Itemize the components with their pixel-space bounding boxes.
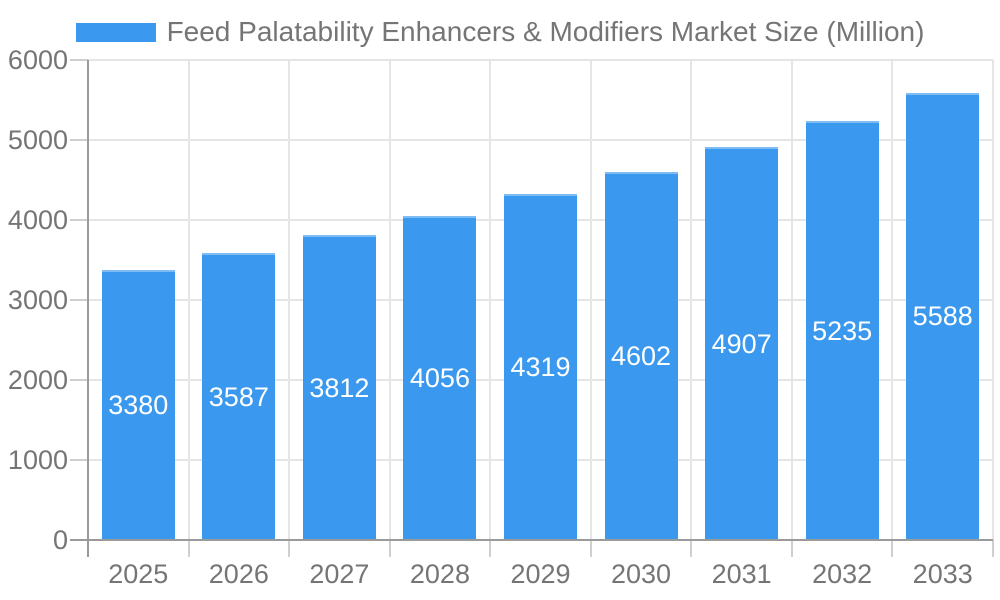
bar-value-label: 4319 [510,352,571,383]
gridline-vertical [489,60,492,540]
y-tick-label: 0 [52,525,68,555]
gridline-vertical [790,60,793,540]
x-tick-label: 2027 [309,559,370,589]
gridline-vertical [589,60,592,540]
gridline-vertical [288,60,291,540]
x-tick-label: 2033 [912,559,973,589]
x-tick-mark [790,540,793,557]
y-tick-label: 3000 [7,285,68,315]
bar[interactable] [504,194,577,540]
bar[interactable] [101,269,175,540]
y-tick-mark [70,459,88,461]
x-tick-mark [288,540,291,557]
y-tick-mark [70,59,88,61]
bar-value-label: 4056 [409,362,470,393]
x-tick-mark [891,540,894,557]
bar-value-label: 3587 [208,381,269,412]
legend-swatch [75,22,156,42]
y-tick-mark [70,139,88,141]
x-tick-mark [187,540,190,557]
bar-value-label: 4907 [711,328,772,359]
y-tick-mark [70,219,88,221]
bar[interactable] [906,92,980,540]
x-tick-label: 2026 [208,559,269,589]
legend: Feed Palatability Enhancers & Modifiers … [0,16,1000,48]
legend-label: Feed Palatability Enhancers & Modifiers … [166,16,925,47]
x-tick-mark [489,540,492,557]
x-tick-mark [690,540,693,557]
x-tick-label: 2028 [409,559,470,589]
bar-value-label: 4602 [611,340,672,371]
y-tick-label: 5000 [7,125,68,155]
gridline-vertical [388,60,391,540]
bar-value-label: 5588 [912,301,973,332]
bar[interactable] [302,235,376,540]
gridline-vertical [992,60,994,540]
x-tick-label: 2031 [711,559,772,589]
x-tick-label: 2025 [108,559,169,589]
gridline-vertical [690,60,693,540]
x-tick-mark [992,540,994,557]
bar[interactable] [403,215,477,540]
bar-value-label: 3812 [309,372,370,403]
y-tick-label: 4000 [7,205,68,235]
y-tick-label: 6000 [7,45,68,75]
y-tick-label: 2000 [7,365,68,395]
x-tick-label: 2029 [510,559,571,589]
bar[interactable] [805,121,879,540]
x-axis-line [70,539,993,541]
x-tick-mark [589,540,592,557]
legend-item[interactable]: Feed Palatability Enhancers & Modifiers … [75,16,925,48]
bar[interactable] [705,147,779,540]
y-axis-line [87,60,89,557]
bar[interactable] [604,171,678,540]
gridline-vertical [187,60,190,540]
gridline-horizontal [88,139,993,141]
y-tick-mark [70,299,88,301]
bar[interactable] [202,253,276,540]
bar-value-label: 3380 [108,389,169,420]
gridline-vertical [891,60,894,540]
gridline-horizontal [88,59,993,61]
bar-value-label: 5235 [812,315,873,346]
y-tick-mark [70,379,88,381]
x-tick-label: 2032 [812,559,873,589]
y-tick-label: 1000 [7,445,68,475]
x-tick-label: 2030 [611,559,672,589]
x-tick-mark [388,540,391,557]
